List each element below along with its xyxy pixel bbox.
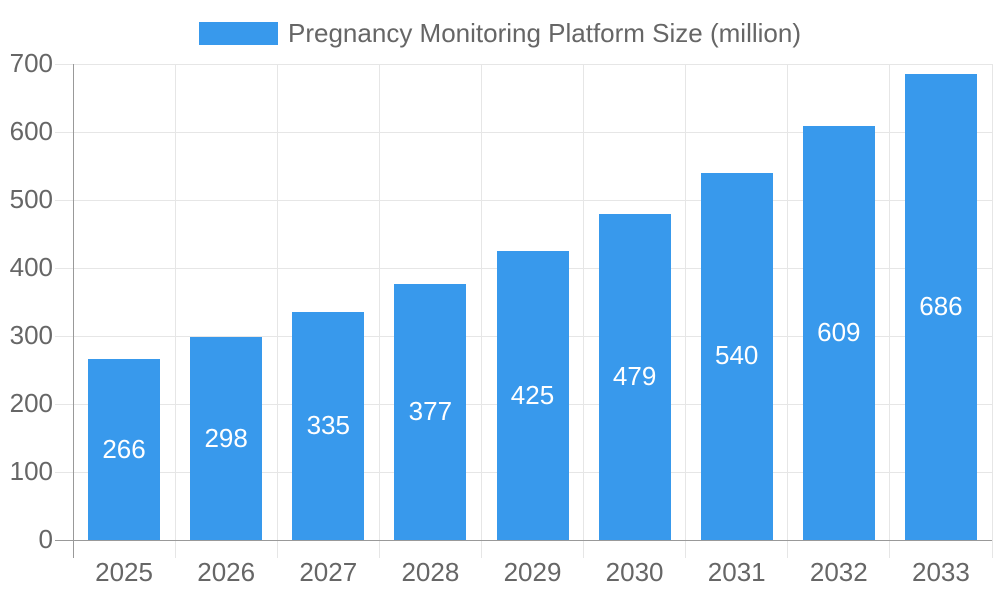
- x-category-label: 2026: [197, 557, 256, 587]
- y-tick-label: 0: [38, 524, 53, 554]
- bar-value-label: 266: [102, 433, 146, 464]
- x-category-label: 2027: [299, 557, 358, 587]
- legend[interactable]: Pregnancy Monitoring Platform Size (mill…: [0, 19, 1000, 47]
- y-tick-label: 300: [9, 320, 53, 350]
- x-tick-mark: [480, 540, 482, 558]
- y-tick-label: 400: [9, 252, 53, 282]
- x-tick-mark: [889, 540, 891, 558]
- x-category-label: 2029: [503, 557, 562, 587]
- h-gridline: [55, 131, 992, 133]
- bar-2029: [496, 251, 569, 540]
- bar-value-label: 609: [817, 316, 861, 347]
- bar-2031: [700, 172, 773, 540]
- bar-value-label: 298: [204, 422, 248, 453]
- x-tick-mark: [787, 540, 789, 558]
- bar-value-label: 425: [510, 379, 555, 410]
- bar-2027: [292, 312, 365, 540]
- bar-value-label: 540: [715, 340, 759, 371]
- bar-value-label: 686: [919, 290, 963, 321]
- y-tick-label: 700: [9, 48, 53, 78]
- v-gridline: [378, 64, 380, 540]
- x-axis-line: [55, 539, 992, 541]
- bar-2030: [598, 214, 671, 540]
- bar-value-label: 335: [306, 410, 350, 441]
- y-axis-line: [72, 64, 74, 558]
- y-tick-label: 100: [9, 456, 53, 486]
- y-tick-label: 500: [9, 184, 53, 214]
- legend-swatch: [199, 21, 279, 45]
- x-category-label: 2032: [809, 557, 868, 587]
- bar-2033: [904, 73, 977, 540]
- x-tick-mark: [378, 540, 380, 558]
- bar-2028: [394, 283, 467, 540]
- v-gridline: [991, 64, 993, 540]
- h-gridline: [55, 199, 992, 201]
- y-tick-label: 600: [9, 116, 53, 146]
- h-gridline: [55, 63, 992, 65]
- x-tick-mark: [991, 540, 993, 558]
- x-category-label: 2030: [605, 557, 664, 587]
- y-tick-label: 200: [9, 388, 53, 418]
- x-category-label: 2025: [95, 557, 153, 587]
- bar-value-label: 377: [408, 395, 453, 426]
- x-category-label: 2028: [401, 557, 460, 587]
- x-category-label: 2033: [912, 557, 970, 587]
- bar-2026: [190, 337, 263, 540]
- v-gridline: [685, 64, 687, 540]
- v-gridline: [787, 64, 789, 540]
- v-gridline: [583, 64, 585, 540]
- x-category-label: 2031: [707, 557, 766, 587]
- x-tick-mark: [276, 540, 278, 558]
- x-tick-mark: [174, 540, 176, 558]
- v-gridline: [174, 64, 176, 540]
- v-gridline: [480, 64, 482, 540]
- bar-2032: [802, 125, 875, 540]
- bar-2025: [88, 359, 161, 540]
- v-gridline: [276, 64, 278, 540]
- x-tick-mark: [583, 540, 585, 558]
- x-tick-mark: [685, 540, 687, 558]
- bar-value-label: 479: [612, 361, 657, 392]
- legend-series-label: Pregnancy Monitoring Platform Size (mill…: [288, 18, 801, 48]
- v-gridline: [889, 64, 891, 540]
